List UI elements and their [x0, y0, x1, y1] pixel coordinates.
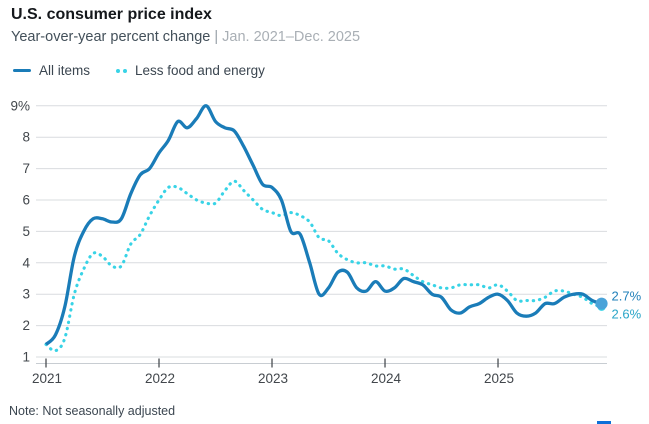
y-axis-label: 3 [22, 287, 30, 302]
legend-label-core: Less food and energy [135, 63, 265, 78]
legend-item-core: Less food and energy [116, 63, 265, 78]
series-all-items-line [44, 104, 603, 346]
page-title: U.S. consumer price index [11, 6, 212, 23]
solid-line-swatch-icon [13, 68, 31, 73]
x-axis-label: 2022 [145, 371, 175, 386]
y-axis-label: 2 [22, 318, 30, 333]
y-axis-label: 4 [22, 255, 30, 270]
subtitle-separator: | [214, 29, 219, 45]
end-label-2.6: 2.6% [612, 306, 642, 321]
subtitle-text: Year-over-year percent change [11, 29, 211, 45]
x-axis-label: 2023 [258, 371, 288, 386]
legend-item-all-items: All items [13, 63, 90, 78]
y-axis-label: 9% [10, 98, 30, 113]
y-axis-label: 8 [22, 130, 30, 145]
chart-subtitle: Year-over-year percent change | Jan. 2021–… [11, 29, 360, 45]
legend-label-all-items: All items [39, 63, 91, 78]
y-axis-label: 6 [22, 193, 30, 208]
x-axis-label: 2024 [371, 371, 402, 386]
chart-legend: All items Less food and energy [13, 63, 265, 78]
y-axis-label: 1 [22, 350, 30, 365]
series-less-food-and-energy-line [44, 179, 604, 353]
subtitle-daterange: Jan. 2021–Dec. 2025 [222, 29, 361, 45]
dotted-line-swatch-icon [116, 68, 128, 73]
latest-point-marker [595, 297, 608, 310]
end-label-2.7: 2.7% [612, 289, 642, 304]
y-axis-label: 7 [22, 161, 30, 176]
footnote: Note: Not seasonally adjusted [9, 404, 176, 418]
x-axis-label: 2021 [32, 371, 62, 386]
y-axis-label: 5 [22, 224, 30, 239]
brand-mark [597, 421, 611, 424]
x-axis-label: 2025 [484, 371, 514, 386]
